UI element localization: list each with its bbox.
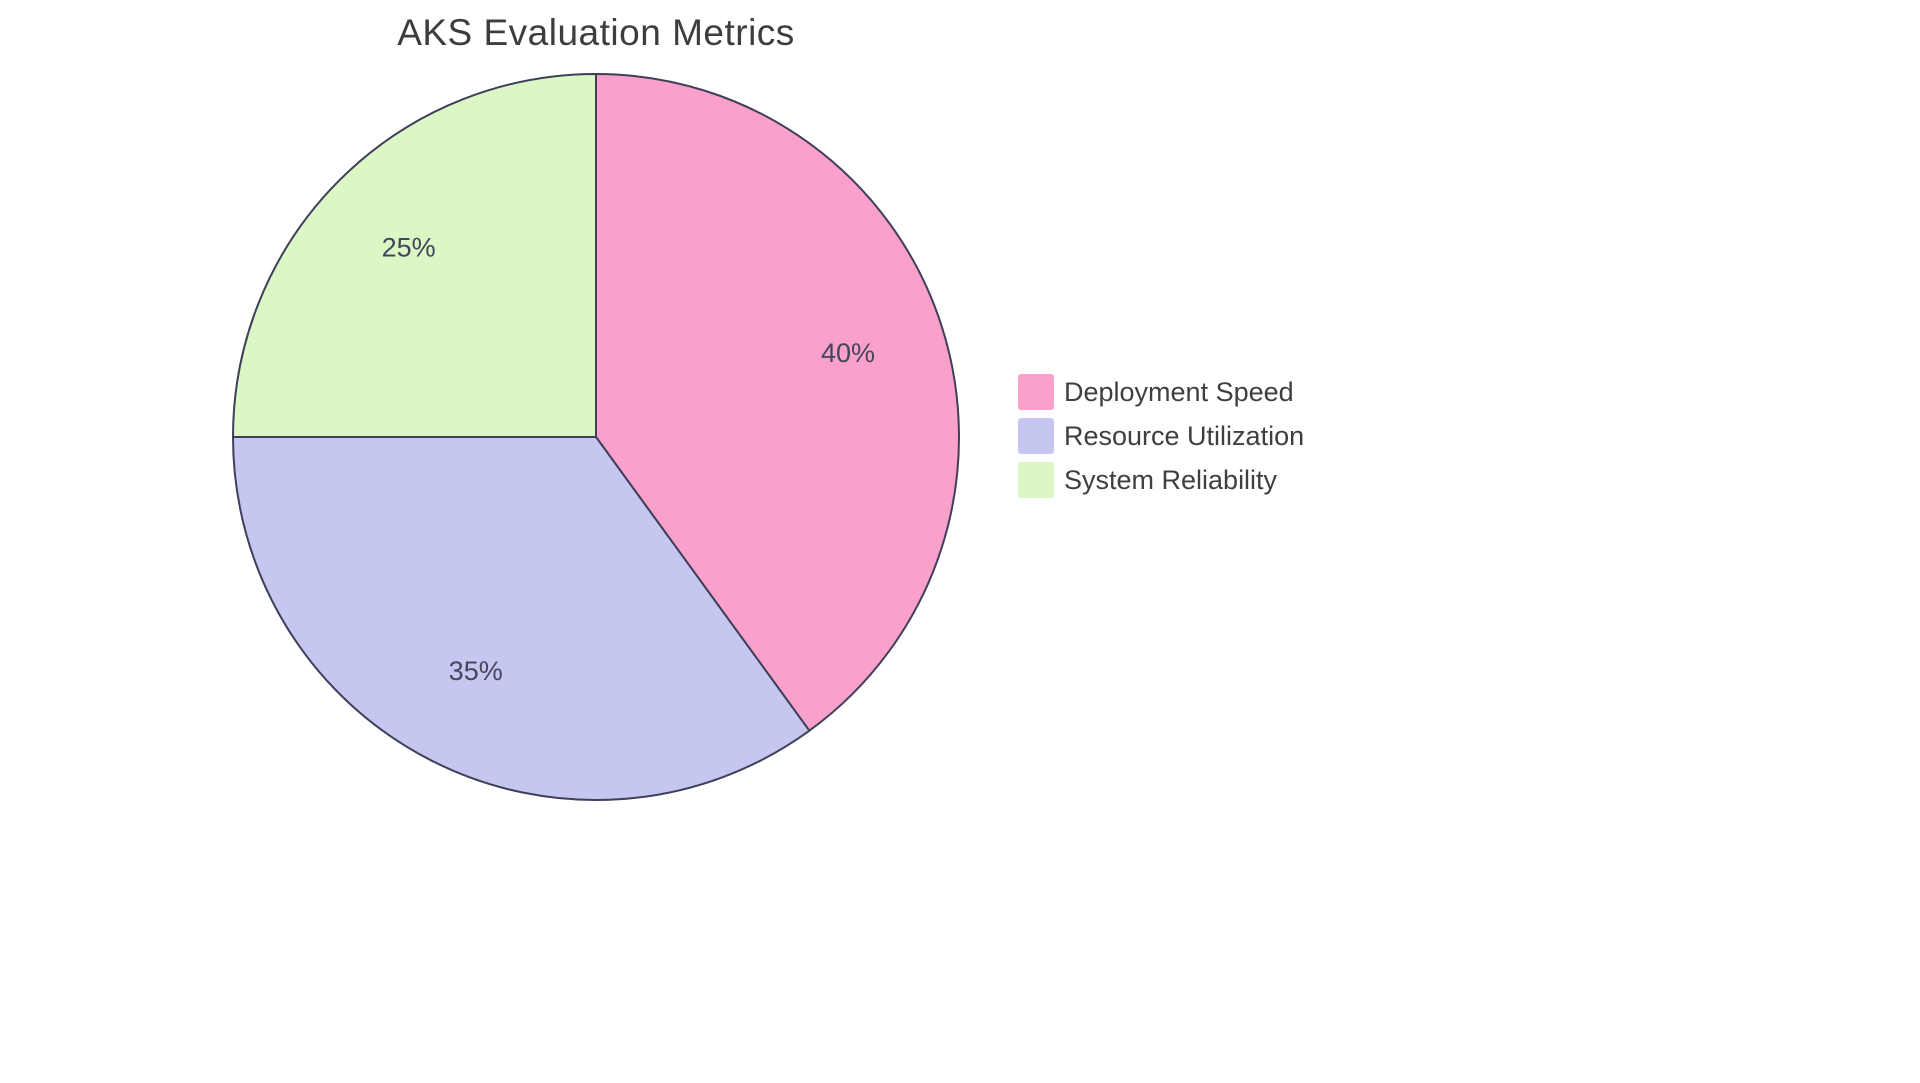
legend-label-deployment-speed: Deployment Speed xyxy=(1064,376,1294,407)
pie-slice-percent-label-1: 35% xyxy=(449,656,503,686)
legend-swatch-resource-utilization xyxy=(1018,418,1054,454)
pie-slice-percent-label-2: 25% xyxy=(382,233,436,263)
legend-item-deployment-speed: Deployment Speed xyxy=(1018,374,1304,410)
pie-slice-0 xyxy=(595,73,960,732)
pie-slice-1 xyxy=(232,436,811,801)
legend-swatch-system-reliability xyxy=(1018,462,1054,498)
legend-label-system-reliability: System Reliability xyxy=(1064,464,1278,495)
legend-label-resource-utilization: Resource Utilization xyxy=(1064,420,1305,451)
pie-slice-percent-label-0: 40% xyxy=(821,338,875,368)
legend: Deployment Speed Resource Utilization Sy… xyxy=(1018,374,1304,498)
chart-title: AKS Evaluation Metrics xyxy=(397,12,795,53)
pie-chart: 40% 35% 25% xyxy=(232,73,960,801)
pie-slice-2 xyxy=(232,73,597,438)
legend-item-resource-utilization: Resource Utilization xyxy=(1018,418,1304,454)
legend-item-system-reliability: System Reliability xyxy=(1018,462,1304,498)
legend-swatch-deployment-speed xyxy=(1018,374,1054,410)
